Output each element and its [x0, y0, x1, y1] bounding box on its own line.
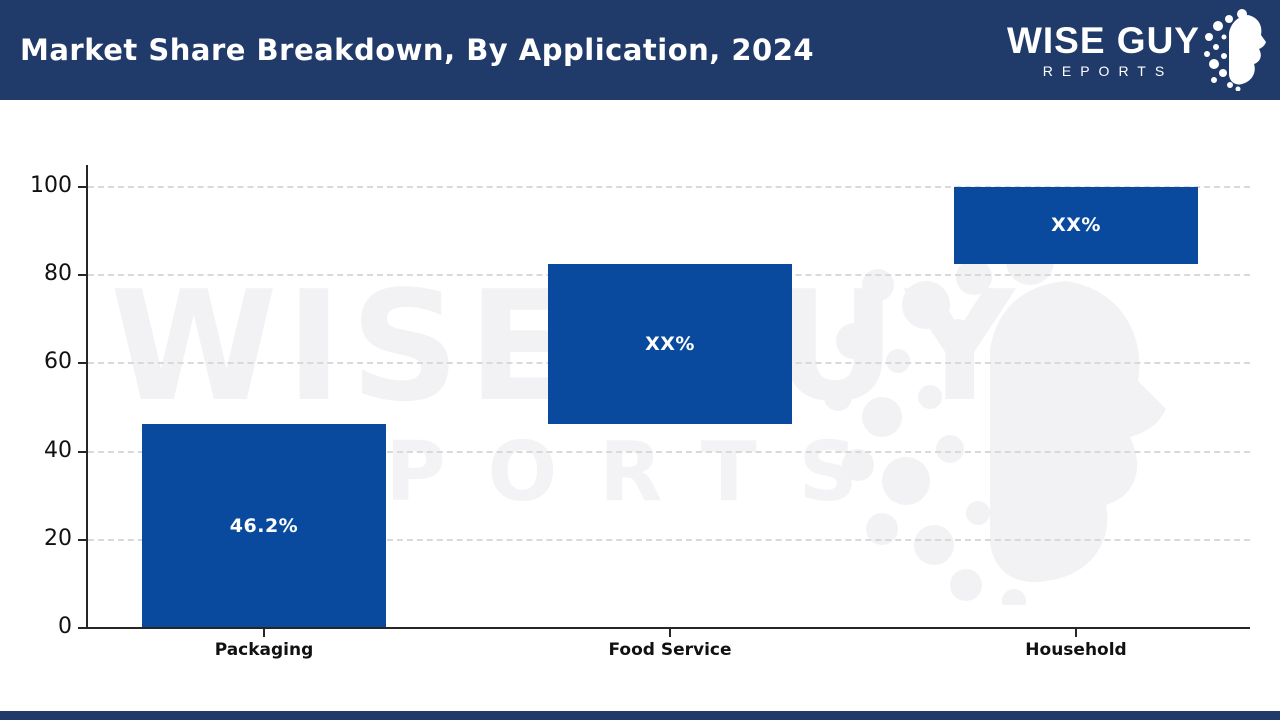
x-axis-line: [86, 627, 1250, 629]
logo-line1: WISE GUY: [1006, 20, 1200, 61]
y-tick-label: 0: [58, 614, 72, 639]
footer-bar: [0, 711, 1280, 720]
x-tick-0: [263, 629, 265, 637]
y-tick-60: [78, 362, 86, 365]
y-tick-40: [78, 450, 86, 453]
gridline-20: [88, 538, 1250, 541]
x-category-label: Food Service: [608, 640, 732, 660]
y-tick-label: 60: [44, 349, 72, 375]
wiseguy-logo: WISE GUY REPORTS: [1007, 9, 1266, 91]
y-tick-0: [78, 627, 86, 629]
page-title: Market Share Breakdown, By Application, …: [20, 33, 815, 67]
gridline-100: [88, 186, 1250, 188]
bar-value-label: XX%: [645, 332, 695, 355]
x-category-label: Household: [1025, 640, 1127, 660]
bar-value-label: 46.2%: [229, 515, 299, 538]
header: Market Share Breakdown, By Application, …: [0, 0, 1280, 100]
y-axis-line: [86, 165, 88, 628]
bar-value-label: XX%: [1051, 214, 1101, 237]
gridline-40: [88, 450, 1250, 453]
y-tick-label: 20: [44, 525, 72, 551]
y-tick-label: 40: [44, 437, 72, 463]
y-tick-20: [78, 538, 86, 541]
y-tick-100: [78, 186, 86, 188]
logo-line2: REPORTS: [1042, 63, 1174, 79]
x-tick-2: [1075, 629, 1077, 637]
bar-household: XX%: [954, 187, 1198, 264]
wiseguy-face-icon: [1204, 9, 1266, 91]
bar-food-service: XX%: [548, 263, 792, 425]
x-tick-1: [669, 629, 671, 637]
logo-wordmark: WISE GUY REPORTS: [1007, 22, 1200, 78]
y-tick-label: 100: [30, 173, 72, 198]
y-tick-80: [78, 274, 86, 277]
bar-packaging: 46.2%: [142, 424, 386, 628]
y-tick-label: 80: [44, 261, 72, 287]
x-category-label: Packaging: [214, 640, 314, 660]
